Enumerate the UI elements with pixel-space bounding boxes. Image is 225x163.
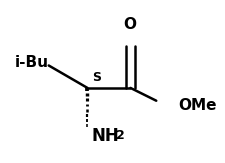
Text: 2: 2 xyxy=(117,129,125,142)
Text: O: O xyxy=(123,17,136,32)
Text: S: S xyxy=(93,71,102,84)
Text: NH: NH xyxy=(92,127,119,145)
Text: i-Bu: i-Bu xyxy=(14,55,49,70)
Text: OMe: OMe xyxy=(178,98,216,113)
